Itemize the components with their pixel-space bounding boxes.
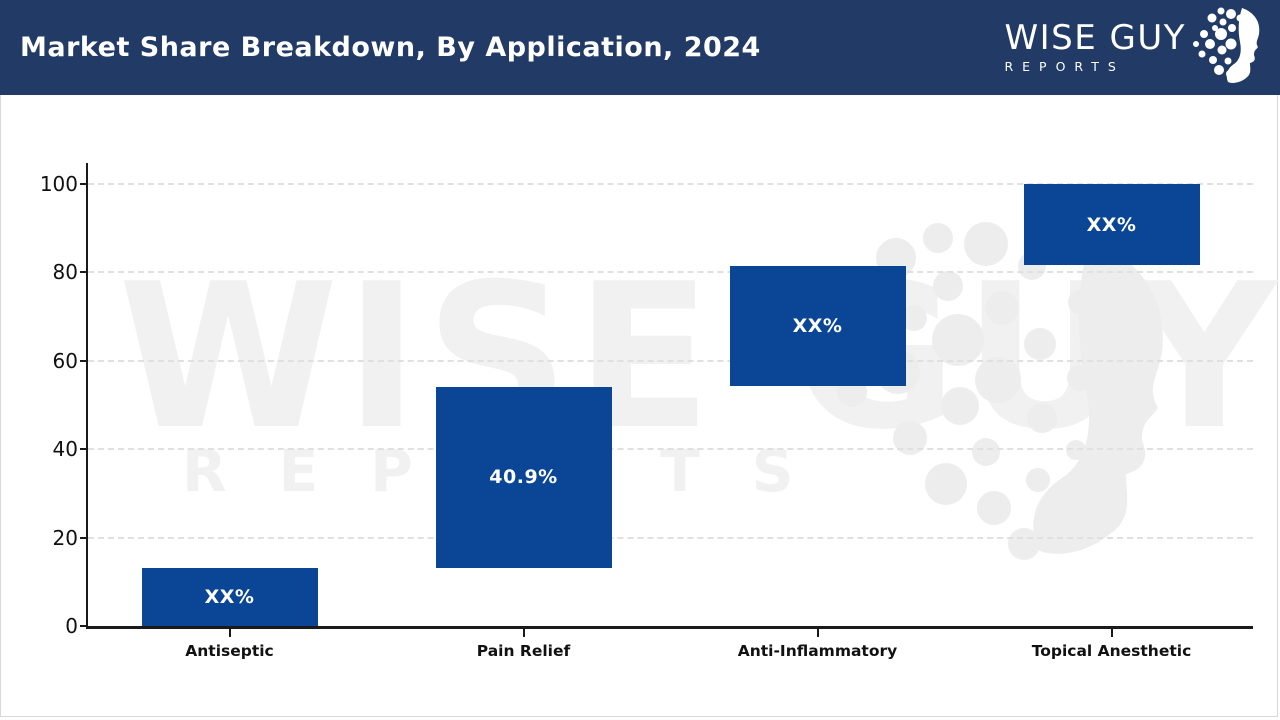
header-bar: Market Share Breakdown, By Application, … bbox=[0, 0, 1280, 95]
wise-guy-logo: WISE GUY REPORTS bbox=[1004, 4, 1280, 92]
bar-value-label: XX% bbox=[792, 315, 843, 338]
y-axis-tick-mark bbox=[80, 359, 88, 362]
gridline-20 bbox=[88, 536, 1253, 539]
logo-wordmark: WISE GUY bbox=[1004, 18, 1186, 58]
gridline-40 bbox=[88, 448, 1253, 451]
x-axis-line bbox=[86, 626, 1253, 629]
y-axis-tick-mark bbox=[80, 271, 88, 274]
logo-subtitle: REPORTS bbox=[1004, 59, 1125, 74]
face-dots-icon bbox=[1188, 4, 1266, 92]
y-axis-tick-label: 60 bbox=[52, 348, 78, 373]
y-axis-tick-label: 80 bbox=[52, 260, 78, 285]
y-axis-tick-mark bbox=[80, 536, 88, 539]
y-axis-tick-label: 20 bbox=[52, 525, 78, 550]
gridline-100 bbox=[88, 183, 1253, 185]
y-axis-tick-mark bbox=[80, 448, 88, 451]
x-axis-tick-mark bbox=[522, 629, 525, 637]
x-axis-tick-mark bbox=[1110, 629, 1113, 637]
y-axis-tick-mark bbox=[80, 625, 88, 627]
y-axis-tick-label: 40 bbox=[52, 437, 78, 462]
y-axis-tick-label: 100 bbox=[39, 172, 78, 196]
gridline-60 bbox=[88, 359, 1253, 362]
y-axis-line bbox=[86, 163, 88, 629]
bar-antiseptic: XX% bbox=[141, 568, 318, 626]
x-axis-tick-mark bbox=[816, 629, 819, 637]
bar-topical-anesthetic: XX% bbox=[1023, 184, 1200, 266]
page-title: Market Share Breakdown, By Application, … bbox=[20, 32, 761, 63]
y-axis-tick-mark bbox=[80, 183, 88, 185]
bar-value-label: XX% bbox=[1086, 213, 1137, 236]
x-axis-category-label: Topical Anesthetic bbox=[1031, 642, 1192, 660]
x-axis-category-label: Pain Relief bbox=[476, 642, 571, 660]
x-axis-category-label: Anti-Inflammatory bbox=[737, 642, 898, 660]
x-axis-category-label: Antiseptic bbox=[185, 642, 274, 660]
gridline-80 bbox=[88, 271, 1253, 274]
bar-value-label: 40.9% bbox=[489, 466, 558, 489]
bar-value-label: XX% bbox=[204, 586, 255, 609]
x-axis-tick-mark bbox=[228, 629, 231, 637]
y-axis-tick-label: 0 bbox=[65, 614, 78, 638]
bar-anti-inflammatory: XX% bbox=[729, 265, 906, 387]
bar-pain-relief: 40.9% bbox=[435, 386, 612, 568]
